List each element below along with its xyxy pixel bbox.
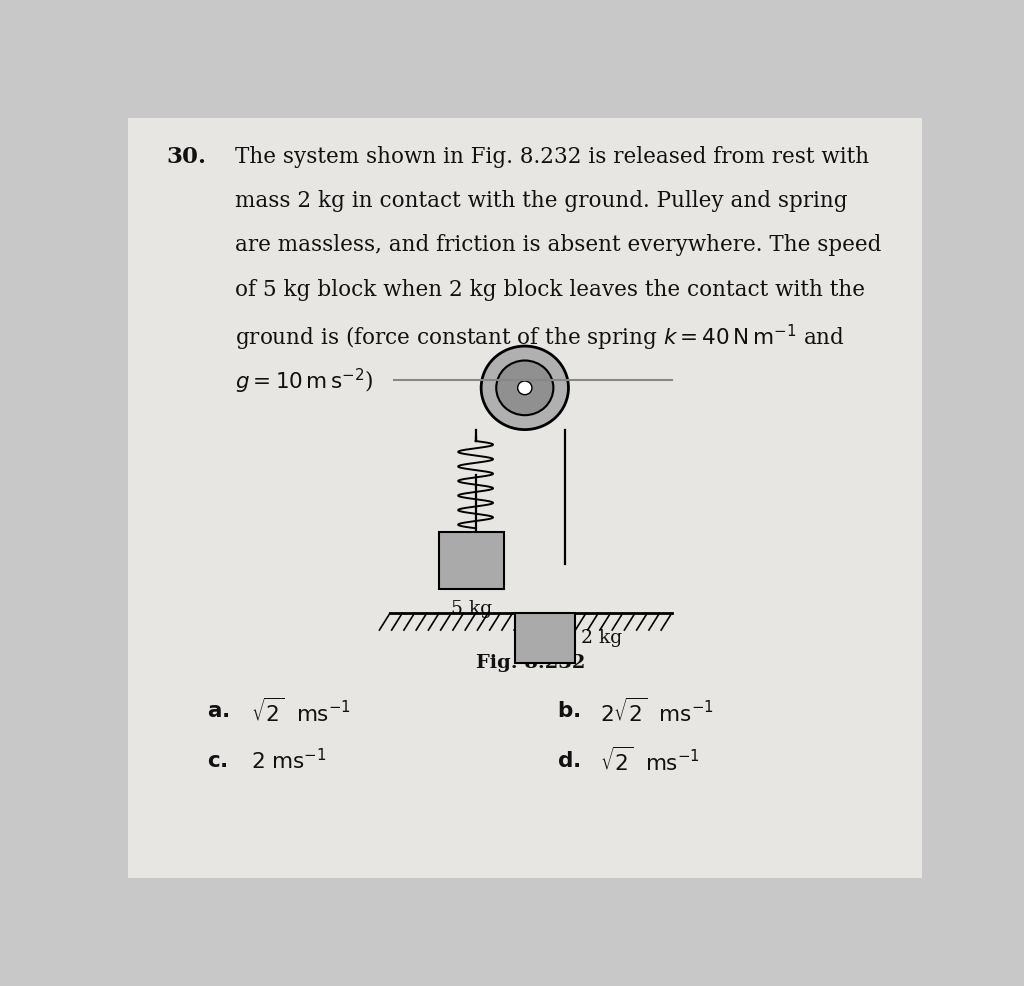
Text: of 5 kg block when 2 kg block leaves the contact with the: of 5 kg block when 2 kg block leaves the… (236, 278, 865, 301)
Text: are massless, and friction is absent everywhere. The speed: are massless, and friction is absent eve… (236, 235, 882, 256)
Text: $2\sqrt{2}$  ms$^{-1}$: $2\sqrt{2}$ ms$^{-1}$ (600, 697, 714, 726)
Text: $g = 10\,\mathrm{m\,s^{-2}}$): $g = 10\,\mathrm{m\,s^{-2}}$) (236, 367, 374, 395)
Circle shape (518, 381, 531, 394)
Text: ground is (force constant of the spring $k = 40\,\mathrm{N\,m^{-1}}$ and: ground is (force constant of the spring … (236, 322, 845, 353)
Text: $\sqrt{2}$  ms$^{-1}$: $\sqrt{2}$ ms$^{-1}$ (600, 746, 700, 775)
Text: The system shown in Fig. 8.232 is released from rest with: The system shown in Fig. 8.232 is releas… (236, 146, 869, 169)
Text: 30.: 30. (166, 146, 206, 169)
Text: $\mathbf{d.}$: $\mathbf{d.}$ (557, 749, 580, 772)
Circle shape (481, 346, 568, 430)
Text: 2 kg: 2 kg (582, 629, 623, 647)
Text: mass 2 kg in contact with the ground. Pulley and spring: mass 2 kg in contact with the ground. Pu… (236, 190, 848, 212)
Bar (439, 532, 504, 589)
Circle shape (497, 361, 553, 415)
Text: $\mathbf{a.}$: $\mathbf{a.}$ (207, 700, 229, 723)
Text: 5 kg: 5 kg (451, 600, 493, 618)
Text: Fig. 8.232: Fig. 8.232 (476, 655, 586, 672)
Bar (515, 613, 574, 663)
Text: $2$ ms$^{-1}$: $2$ ms$^{-1}$ (251, 748, 327, 773)
Text: $\mathbf{c.}$: $\mathbf{c.}$ (207, 749, 228, 772)
Text: $\sqrt{2}$  ms$^{-1}$: $\sqrt{2}$ ms$^{-1}$ (251, 697, 351, 726)
Text: $\mathbf{b.}$: $\mathbf{b.}$ (557, 700, 580, 723)
